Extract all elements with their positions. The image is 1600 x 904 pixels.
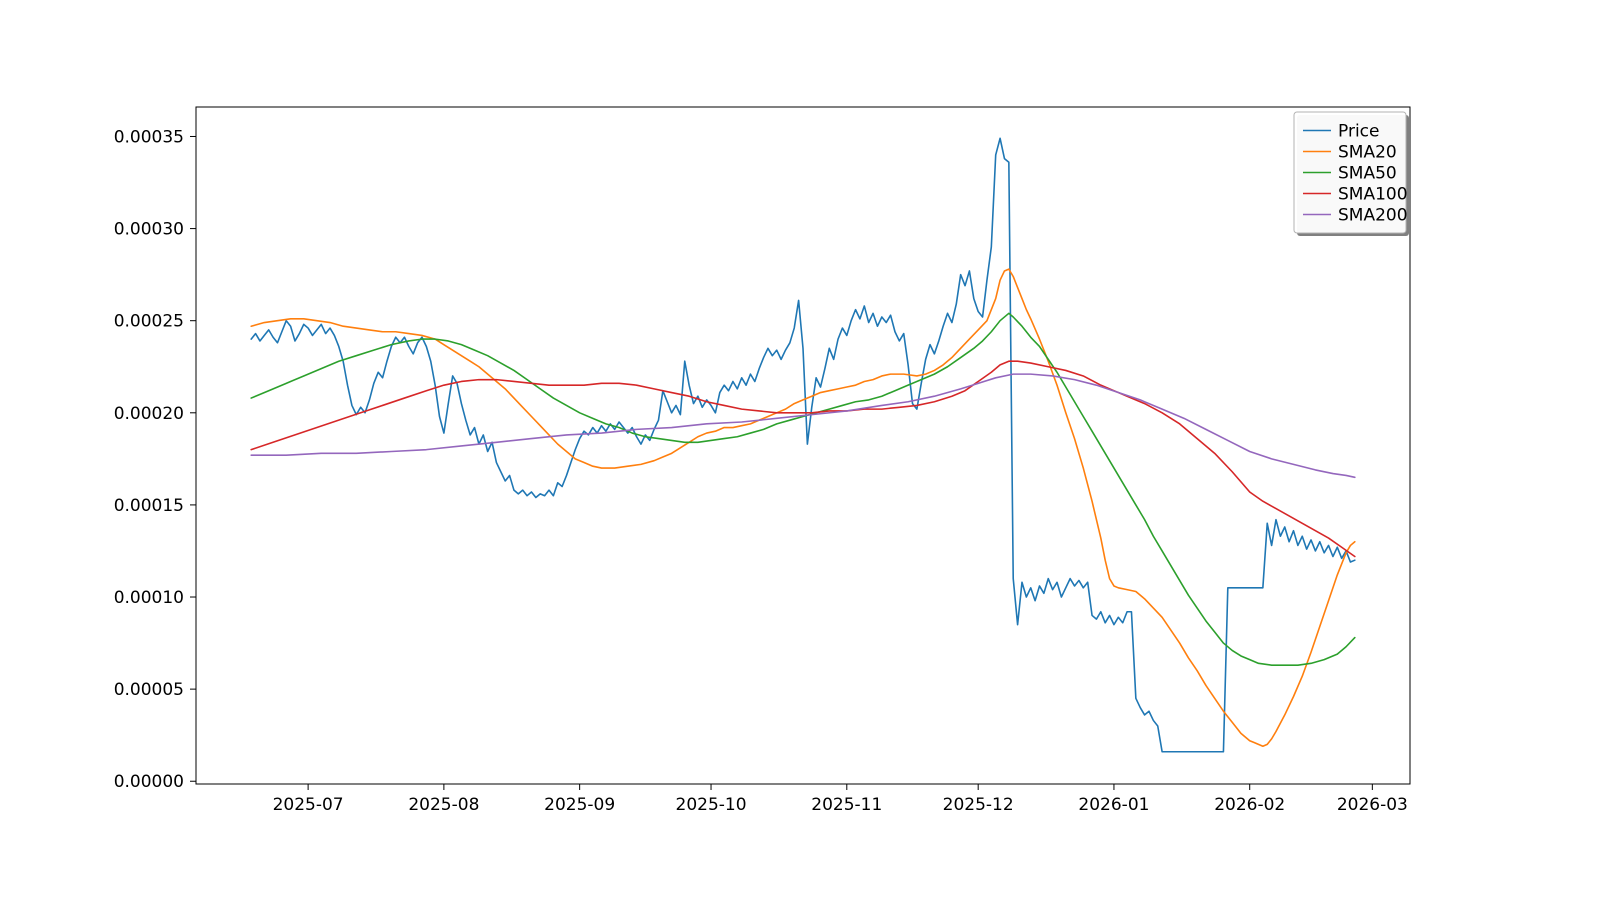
series-line-sma20 [250, 268, 1356, 748]
x-tick-label: 2026-02 [1214, 795, 1285, 815]
legend-entry-sma50: SMA50 [1303, 164, 1397, 184]
plot-border [195, 106, 1411, 785]
legend-entry-sma200: SMA200 [1303, 206, 1408, 226]
legend-entry-sma100: SMA100 [1303, 185, 1408, 205]
series-line-sma100 [250, 360, 1356, 558]
x-tick-label: 2025-08 [408, 795, 479, 815]
series-line-price [250, 137, 1356, 753]
x-tick-label: 2025-07 [273, 795, 344, 815]
legend-label: SMA100 [1338, 185, 1408, 205]
legend-entry-price: Price [1303, 122, 1379, 142]
legend-label: Price [1338, 122, 1379, 142]
x-tick-label: 2025-12 [943, 795, 1014, 815]
legend-frame [1293, 111, 1407, 234]
legend-entry-sma20: SMA20 [1303, 143, 1397, 163]
legend-label: SMA50 [1338, 164, 1397, 184]
series-line-sma50 [250, 312, 1356, 666]
x-tick-label: 2025-11 [811, 795, 882, 815]
x-tick-label: 2025-10 [676, 795, 747, 815]
y-tick-label: 0.00005 [114, 680, 184, 700]
x-tick-label: 2026-03 [1337, 795, 1408, 815]
legend-label: SMA20 [1338, 143, 1397, 163]
y-tick-label: 0.00015 [114, 496, 184, 516]
y-tick-label: 0.00020 [114, 404, 184, 424]
y-tick-label: 0.00025 [114, 312, 184, 332]
y-tick-label: 0.00030 [114, 220, 184, 240]
x-tick-label: 2026-01 [1078, 795, 1149, 815]
y-tick-label: 0.00035 [114, 127, 184, 147]
legend-label: SMA200 [1338, 206, 1408, 226]
series-line-sma200 [250, 373, 1356, 479]
x-tick-label: 2025-09 [544, 795, 615, 815]
y-tick-label: 0.00010 [114, 588, 184, 608]
y-tick-label: 0.00000 [114, 772, 184, 792]
